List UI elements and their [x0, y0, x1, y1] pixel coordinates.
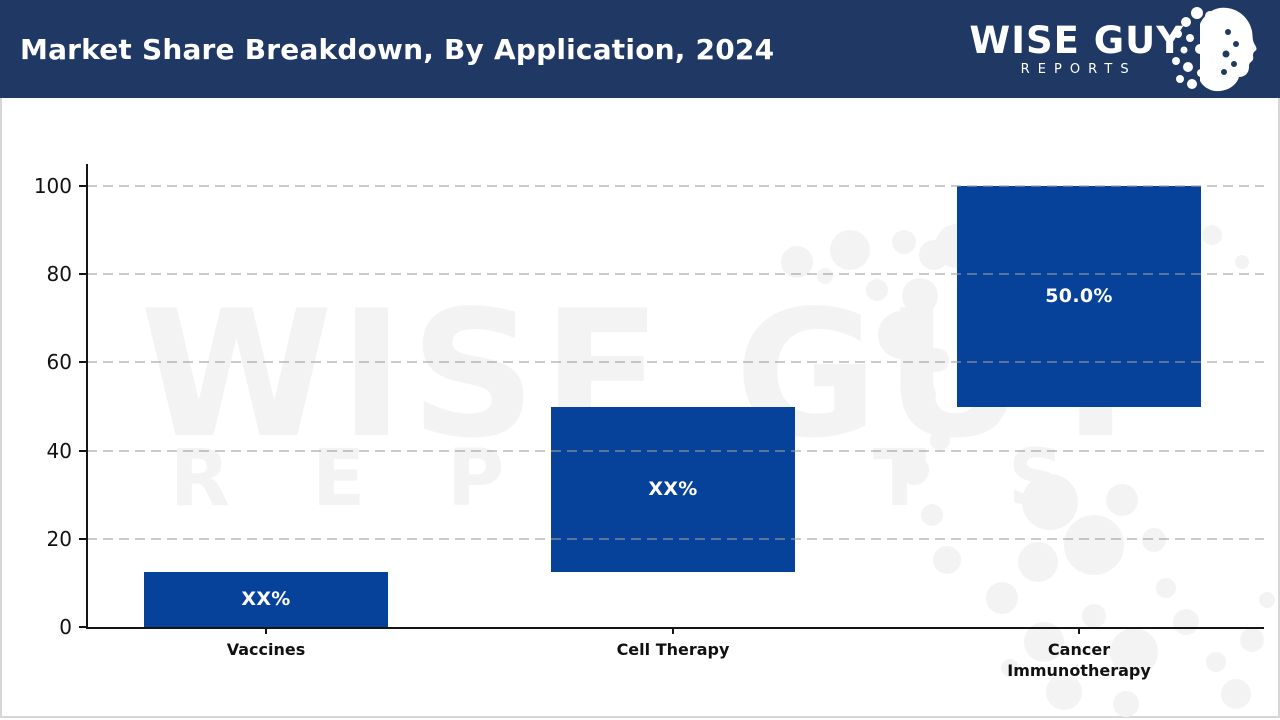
- y-tick-label-40: 40: [46, 438, 72, 463]
- watermark-dot: [902, 278, 938, 314]
- y-tick-80: [79, 273, 87, 276]
- y-tick-label-20: 20: [46, 526, 72, 551]
- watermark-dot: [1064, 515, 1124, 575]
- watermark-dot: [986, 582, 1018, 614]
- wise-guy-logo: WISE GUY REPORTS: [969, 0, 1266, 98]
- y-tick-100: [79, 185, 87, 187]
- y-tick-20: [79, 537, 87, 540]
- watermark-dot: [1221, 679, 1251, 709]
- bar-value-label: 50.0%: [1045, 285, 1113, 308]
- y-tick-label-100: 100: [33, 174, 72, 198]
- watermark-dot: [1240, 628, 1264, 652]
- watermark-dot: [1142, 528, 1166, 552]
- y-tick-60: [79, 361, 87, 364]
- watermark-dot: [1106, 484, 1138, 516]
- chart-canvas: WISE GUY REPORTS 020406080100XX%Vaccines…: [0, 98, 1280, 718]
- logo-title-text: WISE GUY: [969, 18, 1184, 62]
- x-tick-0: [265, 627, 267, 634]
- y-tick-0: [79, 626, 87, 628]
- watermark-dot: [930, 430, 950, 450]
- watermark-dot: [1202, 225, 1222, 245]
- bar-value-label: XX%: [648, 478, 698, 501]
- logo-wordmark: WISE GUY REPORTS: [969, 22, 1184, 77]
- header: Market Share Breakdown, By Application, …: [0, 0, 1280, 98]
- bar-cell-therapy: XX%: [551, 406, 795, 572]
- watermark-dot: [878, 311, 926, 359]
- watermark-dot: [1259, 592, 1275, 608]
- logo-subtitle-text: REPORTS: [1020, 61, 1137, 77]
- gridline-y40: [87, 449, 1264, 452]
- gridline-y100: [87, 185, 1264, 187]
- gridline-y20: [87, 537, 1264, 540]
- watermark-dot: [866, 279, 888, 301]
- watermark-dot: [1018, 542, 1058, 582]
- y-tick-label-0: 0: [59, 615, 72, 639]
- x-tick-1: [672, 627, 674, 634]
- watermark-dot: [904, 379, 936, 411]
- watermark-dot: [919, 240, 949, 270]
- bar-vaccines: XX%: [144, 571, 388, 627]
- y-tick-40: [79, 449, 87, 452]
- x-tick-2: [1078, 627, 1080, 634]
- watermark-dot: [899, 455, 929, 485]
- watermark-dot: [1082, 604, 1106, 628]
- bar-value-label: XX%: [241, 588, 291, 611]
- x-category-label: Vaccines: [226, 640, 306, 659]
- bar-cancer-immunotherapy: 50.0%: [957, 186, 1201, 407]
- watermark-dot: [1113, 691, 1139, 717]
- x-category-label: Cell Therapy: [616, 640, 730, 659]
- page-title: Market Share Breakdown, By Application, …: [20, 32, 775, 66]
- watermark-dot: [933, 546, 961, 574]
- y-axis-line: [86, 163, 88, 628]
- watermark-dot: [1235, 255, 1249, 269]
- watermark-dot: [921, 504, 943, 526]
- gridline-y80: [87, 273, 1264, 276]
- watermark-dot: [817, 268, 833, 284]
- watermark-dot: [1022, 474, 1078, 530]
- watermark-dot: [1156, 578, 1176, 598]
- watermark-dot: [1173, 609, 1199, 635]
- watermark-dot: [892, 230, 916, 254]
- watermark-dot: [925, 348, 949, 372]
- watermark-dot: [830, 230, 870, 270]
- x-category-label: Cancer Immunotherapy: [1007, 640, 1151, 680]
- gridline-y60: [87, 361, 1264, 364]
- y-tick-label-80: 80: [46, 262, 72, 287]
- y-tick-label-60: 60: [46, 350, 72, 375]
- logo-face-icon: [1172, 7, 1257, 92]
- x-axis-line: [86, 627, 1264, 629]
